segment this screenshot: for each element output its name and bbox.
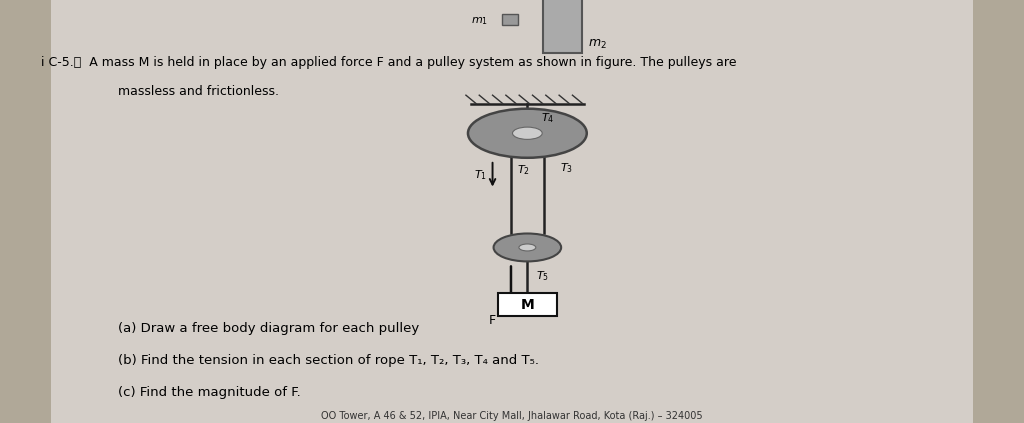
Text: (b) Find the tension in each section of rope T₁, T₂, T₃, T₄ and T₅.: (b) Find the tension in each section of … (118, 354, 539, 367)
Text: F: F (489, 314, 496, 327)
Bar (502, 14, 518, 25)
Text: OO Tower, A 46 & 52, IPIA, Near City Mall, Jhalawar Road, Kota (Raj.) – 324005: OO Tower, A 46 & 52, IPIA, Near City Mal… (322, 411, 702, 421)
Bar (543, 0, 582, 53)
Circle shape (519, 244, 536, 251)
Text: $T_3$: $T_3$ (560, 162, 573, 175)
Circle shape (513, 127, 543, 140)
Text: (c) Find the magnitude of F.: (c) Find the magnitude of F. (118, 385, 300, 398)
Text: $T_1$: $T_1$ (474, 168, 486, 181)
FancyBboxPatch shape (51, 0, 973, 423)
Text: $T_4$: $T_4$ (541, 111, 554, 125)
Bar (498, 293, 557, 316)
Text: $T_5$: $T_5$ (536, 269, 549, 283)
Text: i C-5.⨿  A mass M is held in place by an applied force F and a pulley system as : i C-5.⨿ A mass M is held in place by an … (41, 55, 736, 69)
Text: M: M (520, 298, 535, 312)
Circle shape (468, 109, 587, 158)
Text: $T_2$: $T_2$ (517, 164, 530, 177)
Text: $m_1$: $m_1$ (471, 15, 488, 27)
Text: (a) Draw a free body diagram for each pulley: (a) Draw a free body diagram for each pu… (118, 322, 419, 335)
Text: massless and frictionless.: massless and frictionless. (118, 85, 279, 98)
Circle shape (494, 233, 561, 261)
Text: $m_2$: $m_2$ (588, 38, 606, 51)
